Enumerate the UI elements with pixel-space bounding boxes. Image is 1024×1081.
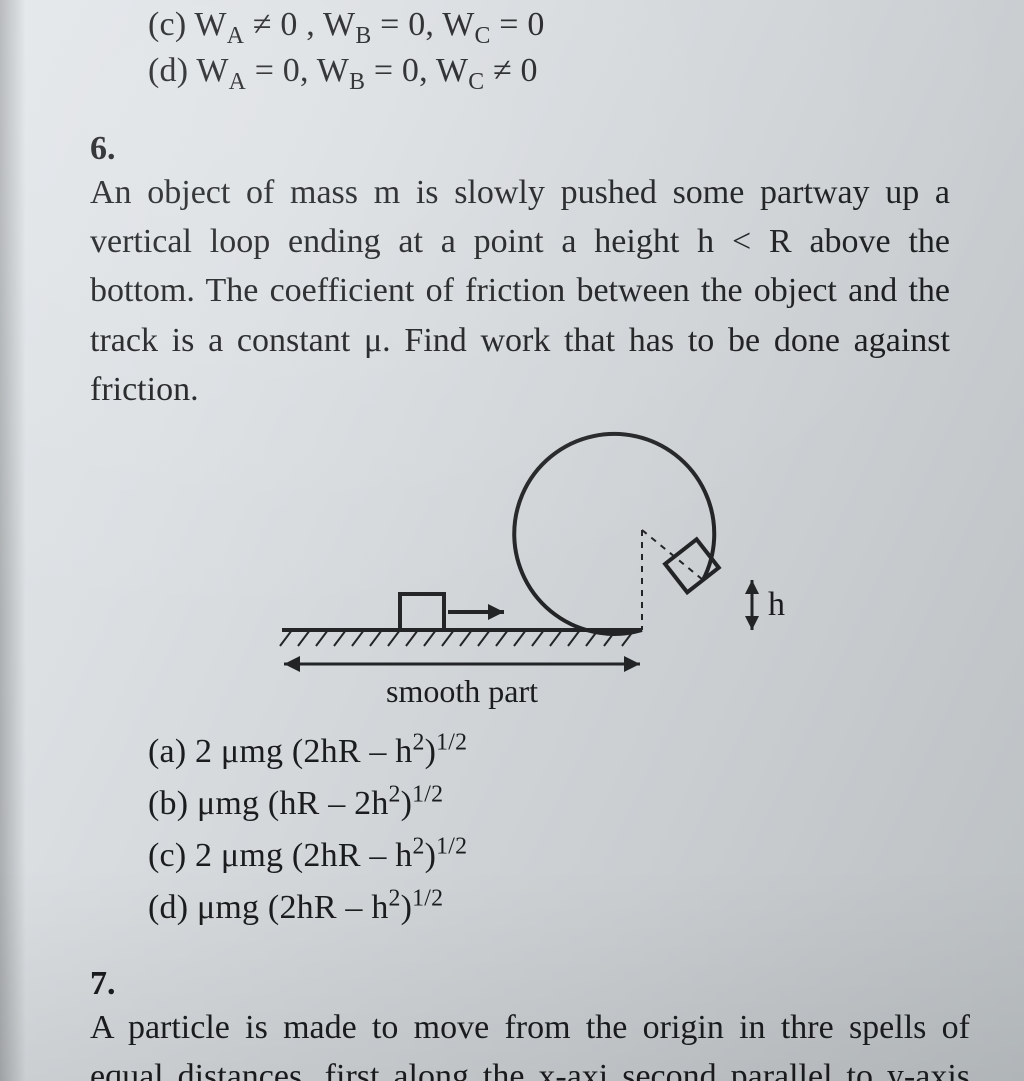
question-number: 6. xyxy=(90,130,146,168)
loop-diagram: h smooth part xyxy=(212,430,832,710)
superscript: 1/2 xyxy=(412,886,443,912)
text: ) xyxy=(401,889,413,926)
line1: A particle is made to move from the orig… xyxy=(90,1009,834,1046)
prev-option-d: (d) WA = 0, WB = 0, WC ≠ 0 xyxy=(40,48,1004,94)
text: = 0, W xyxy=(365,52,468,89)
subscript: A xyxy=(227,23,244,49)
h-label: h xyxy=(768,586,785,623)
subscript: B xyxy=(355,23,371,49)
superscript: 1/2 xyxy=(436,730,467,756)
option-c: (c) 2 μmg (2hR – h2)1/2 xyxy=(148,833,1004,879)
superscript: 2 xyxy=(413,834,425,860)
question-7: 7. A particle is made to move from the o… xyxy=(40,965,1004,1081)
subscript: C xyxy=(475,23,491,49)
subscript: B xyxy=(349,69,365,95)
text: (d) μmg (2hR – h xyxy=(148,889,389,926)
text: (d) W xyxy=(148,52,229,89)
text: ) xyxy=(401,785,413,822)
text: = 0, W xyxy=(246,52,349,89)
binding-shadow xyxy=(0,0,26,1081)
text: = 0 xyxy=(491,6,545,43)
subscript: C xyxy=(468,69,484,95)
text: = 0, W xyxy=(371,6,474,43)
text: (b) μmg (hR – 2h xyxy=(148,785,389,822)
superscript: 2 xyxy=(389,886,401,912)
superscript: 2 xyxy=(389,782,401,808)
superscript: 2 xyxy=(413,730,425,756)
question-6: 6. An object of mass m is slowly pushed … xyxy=(40,130,1004,414)
text: (c) W xyxy=(148,6,227,43)
text: ≠ 0 , W xyxy=(244,6,355,43)
question-text: An object of mass m is slowly pushed som… xyxy=(90,168,950,414)
page: (c) WA ≠ 0 , WB = 0, WC = 0 (d) WA = 0, … xyxy=(0,0,1024,1081)
option-d: (d) μmg (2hR – h2)1/2 xyxy=(148,885,1004,931)
text: ) xyxy=(425,733,437,770)
smooth-label: smooth part xyxy=(386,673,538,709)
question-text: A particle is made to move from the orig… xyxy=(90,1003,970,1081)
option-b: (b) μmg (hR – 2h2)1/2 xyxy=(148,781,1004,827)
text: ≠ 0 xyxy=(484,52,537,89)
subscript: A xyxy=(229,69,246,95)
question-number: 7. xyxy=(90,965,146,1003)
superscript: 1/2 xyxy=(412,782,443,808)
text: ) xyxy=(425,837,437,874)
superscript: 1/2 xyxy=(436,834,467,860)
prev-option-c: (c) WA ≠ 0 , WB = 0, WC = 0 xyxy=(40,0,1004,48)
q6-options: (a) 2 μmg (2hR – h2)1/2 (b) μmg (hR – 2h… xyxy=(40,729,1004,931)
option-a: (a) 2 μmg (2hR – h2)1/2 xyxy=(148,729,1004,775)
diagram-container: h smooth part xyxy=(40,430,1004,715)
text: (a) 2 μmg (2hR – h xyxy=(148,733,413,770)
text: (c) 2 μmg (2hR – h xyxy=(148,837,413,874)
